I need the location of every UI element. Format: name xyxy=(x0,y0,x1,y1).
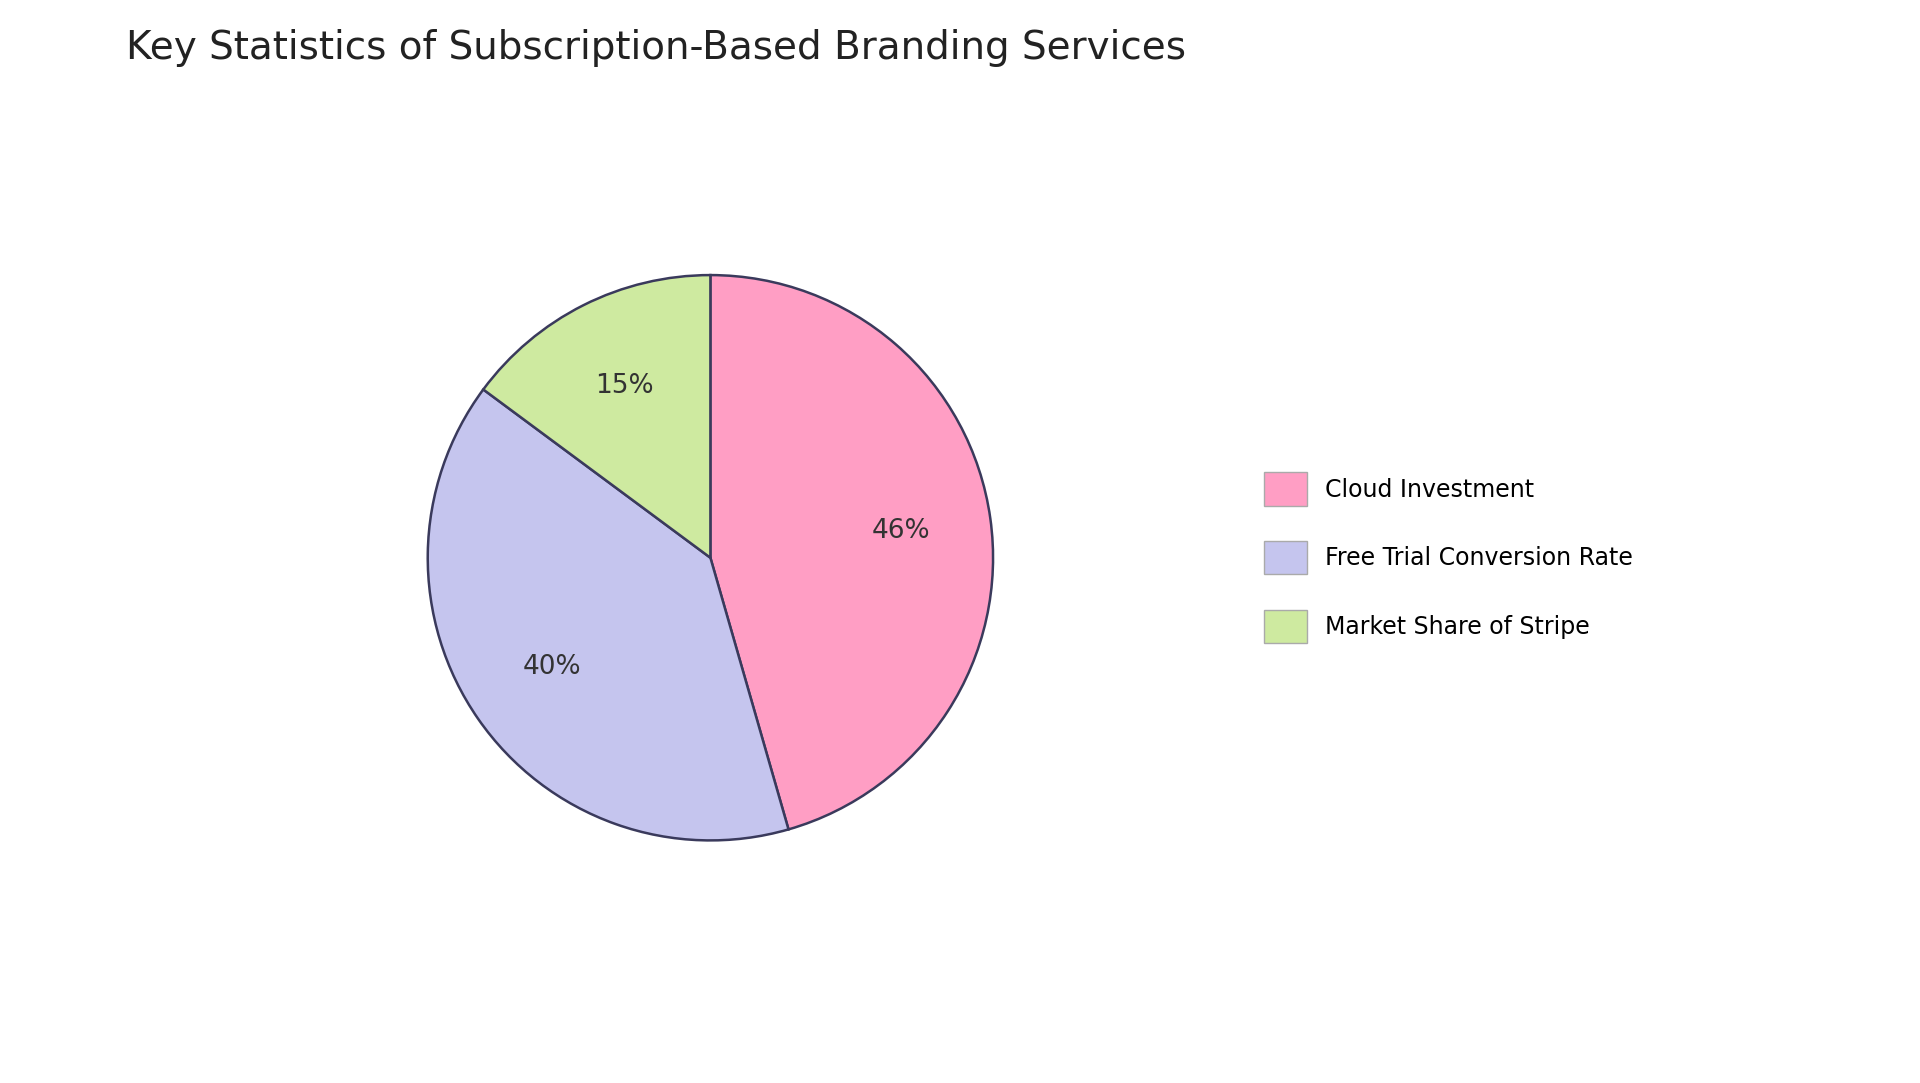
Text: Key Statistics of Subscription-Based Branding Services: Key Statistics of Subscription-Based Bra… xyxy=(127,29,1187,67)
Wedge shape xyxy=(428,390,789,840)
Legend: Cloud Investment, Free Trial Conversion Rate, Market Share of Stripe: Cloud Investment, Free Trial Conversion … xyxy=(1240,448,1657,667)
Wedge shape xyxy=(710,275,993,830)
Text: 15%: 15% xyxy=(595,373,653,399)
Wedge shape xyxy=(484,275,710,558)
Text: 46%: 46% xyxy=(872,518,929,544)
Text: 40%: 40% xyxy=(522,654,582,680)
